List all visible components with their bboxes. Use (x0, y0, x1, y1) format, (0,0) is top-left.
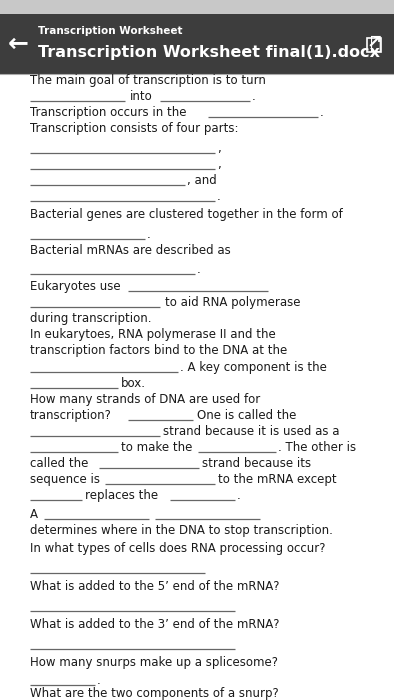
Text: A: A (30, 508, 38, 521)
Text: One is called the: One is called the (197, 409, 296, 422)
Text: sequence is: sequence is (30, 473, 100, 486)
Text: What is added to the 3’ end of the mRNA?: What is added to the 3’ end of the mRNA? (30, 618, 279, 631)
Text: into: into (130, 90, 153, 103)
Text: What is added to the 5’ end of the mRNA?: What is added to the 5’ end of the mRNA? (30, 580, 279, 593)
Text: .: . (252, 90, 256, 103)
Text: . A key component is the: . A key component is the (180, 361, 327, 374)
Bar (0, 14, 394, 74)
Text: The main goal of transcription is to turn: The main goal of transcription is to tur… (30, 74, 266, 87)
Text: How many snurps make up a splicesome?: How many snurps make up a splicesome? (30, 656, 278, 669)
Text: during transcription.: during transcription. (30, 312, 152, 325)
Text: In what types of cells does RNA processing occur?: In what types of cells does RNA processi… (30, 542, 325, 555)
Text: Eukaryotes use: Eukaryotes use (30, 280, 121, 293)
Text: Transcription occurs in the: Transcription occurs in the (30, 106, 186, 119)
Text: to the mRNA except: to the mRNA except (218, 473, 336, 486)
Text: strand because its: strand because its (202, 457, 311, 470)
Text: .: . (147, 228, 151, 241)
Text: to aid RNA polymerase: to aid RNA polymerase (165, 296, 301, 309)
Text: ↗: ↗ (366, 35, 381, 52)
Text: transcription?: transcription? (30, 409, 112, 422)
Bar (0, 0, 394, 14)
Text: .: . (197, 263, 201, 276)
Text: transcription factors bind to the DNA at the: transcription factors bind to the DNA at… (30, 344, 287, 357)
Text: .: . (320, 106, 324, 119)
Text: . The other is: . The other is (278, 441, 356, 454)
Text: Transcription Worksheet: Transcription Worksheet (38, 26, 182, 36)
Text: In eukarytoes, RNA polymerase II and the: In eukarytoes, RNA polymerase II and the (30, 328, 276, 341)
Text: Bacterial mRNAs are described as: Bacterial mRNAs are described as (30, 244, 231, 257)
Text: .: . (97, 674, 101, 687)
Text: Bacterial genes are clustered together in the form of: Bacterial genes are clustered together i… (30, 208, 343, 221)
Text: ,: , (217, 158, 221, 171)
Text: Transcription consists of four parts:: Transcription consists of four parts: (30, 122, 238, 135)
Text: replaces the: replaces the (85, 489, 158, 502)
Text: ⎋: ⎋ (370, 34, 382, 53)
Text: .: . (237, 489, 241, 502)
Text: , and: , and (187, 174, 217, 187)
Text: strand because it is used as a: strand because it is used as a (163, 425, 340, 438)
Text: Transcription Worksheet final(1).docx: Transcription Worksheet final(1).docx (38, 46, 380, 60)
Text: determines where in the DNA to stop transcription.: determines where in the DNA to stop tran… (30, 524, 333, 537)
Text: called the: called the (30, 457, 88, 470)
Text: ,: , (217, 142, 221, 155)
Text: How many strands of DNA are used for: How many strands of DNA are used for (30, 393, 260, 406)
Text: What are the two components of a snurp?: What are the two components of a snurp? (30, 687, 279, 700)
Text: box.: box. (121, 377, 146, 390)
Text: to make the: to make the (121, 441, 192, 454)
Text: .: . (217, 190, 221, 203)
Text: ←: ← (7, 32, 28, 56)
